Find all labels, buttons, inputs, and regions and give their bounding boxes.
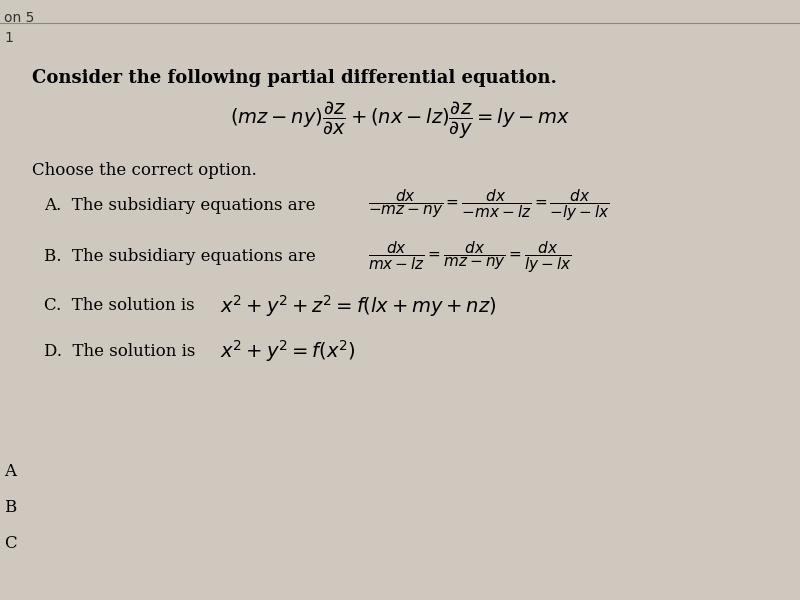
Text: B.  The subsidiary equations are: B. The subsidiary equations are <box>44 248 316 265</box>
Text: $\dfrac{dx}{-mz-ny} = \dfrac{dx}{-mx-lz} = \dfrac{dx}{-ly-lx}$: $\dfrac{dx}{-mz-ny} = \dfrac{dx}{-mx-lz}… <box>368 187 610 223</box>
Text: D.  The solution is: D. The solution is <box>44 343 195 359</box>
Text: A.  The subsidiary equations are: A. The subsidiary equations are <box>44 197 315 214</box>
Text: $x^2 + y^2 = f(x^2)$: $x^2 + y^2 = f(x^2)$ <box>220 338 356 364</box>
Text: on 5: on 5 <box>4 11 34 25</box>
Text: B: B <box>4 499 16 515</box>
Text: Consider the following partial differential equation.: Consider the following partial different… <box>32 69 557 87</box>
Text: A: A <box>4 463 16 479</box>
Text: $(mz - ny)\dfrac{\partial z}{\partial x} + (nx - lz)\dfrac{\partial z}{\partial : $(mz - ny)\dfrac{\partial z}{\partial x}… <box>230 100 570 140</box>
Text: $x^2 + y^2 + z^2 = f(lx + my + nz)$: $x^2 + y^2 + z^2 = f(lx + my + nz)$ <box>220 293 497 319</box>
Text: 1: 1 <box>4 31 13 45</box>
Text: Choose the correct option.: Choose the correct option. <box>32 162 257 179</box>
Text: $\dfrac{dx}{mx-lz} = \dfrac{dx}{mz-ny} = \dfrac{dx}{ly-lx}$: $\dfrac{dx}{mx-lz} = \dfrac{dx}{mz-ny} =… <box>368 239 572 275</box>
Text: C: C <box>4 535 17 551</box>
Text: C.  The solution is: C. The solution is <box>44 298 194 314</box>
